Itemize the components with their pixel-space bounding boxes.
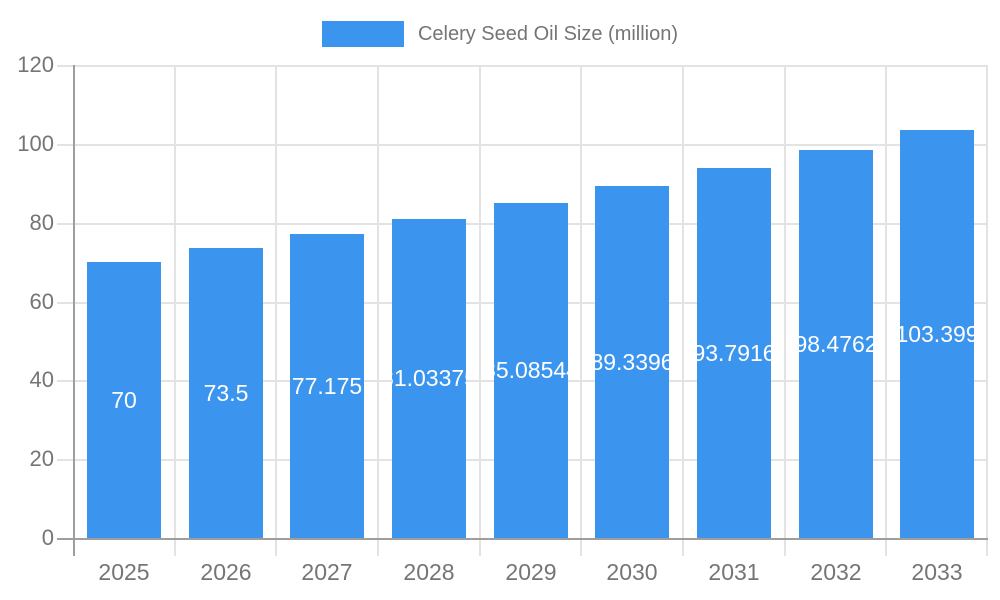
legend-item[interactable]: Celery Seed Oil Size (million) xyxy=(321,21,679,47)
x-tick-label: 2028 xyxy=(403,559,455,585)
bar-2026[interactable]: 73.5 xyxy=(189,248,263,538)
bar-2025[interactable]: 70 xyxy=(87,262,161,538)
bar-2030[interactable]: 89.3396 xyxy=(595,186,669,538)
y-axis-line xyxy=(73,65,75,556)
y-tick-label: 80 xyxy=(29,210,54,235)
bar-value-label: 98.4762 xyxy=(799,330,873,357)
bar-2033[interactable]: 103.399 xyxy=(900,130,974,538)
gridline-vertical xyxy=(479,65,481,556)
gridline-vertical xyxy=(885,65,887,556)
y-tick-label: 40 xyxy=(29,367,54,392)
bar-2029[interactable]: 85.08544 xyxy=(494,203,568,538)
x-axis-line xyxy=(57,538,988,540)
x-tick-label: 2030 xyxy=(606,559,658,585)
gridline-vertical xyxy=(377,65,379,556)
bar-2032[interactable]: 98.4762 xyxy=(799,150,873,538)
bar-value-label: 93.7916 xyxy=(697,339,771,366)
x-tick-label: 2032 xyxy=(810,559,862,585)
gridline-vertical xyxy=(682,65,684,556)
y-tick-label: 60 xyxy=(29,289,54,314)
y-tick-label: 100 xyxy=(17,131,54,156)
bar-value-label: 89.3396 xyxy=(595,348,669,375)
bar-value-label: 70 xyxy=(111,386,137,413)
legend-label: Celery Seed Oil Size (million) xyxy=(417,22,679,45)
x-tick-label: 2033 xyxy=(911,559,963,585)
gridline-vertical xyxy=(174,65,176,556)
gridline-vertical xyxy=(275,65,277,556)
bar-value-label: 85.08544 xyxy=(494,357,568,383)
bar-value-label: 81.03375 xyxy=(392,365,466,391)
plot-area: 0 20 40 60 80 100 120 70 2025 73.5 2026 77.175 2027 8… xyxy=(17,54,988,585)
gridline-vertical xyxy=(784,65,786,556)
bar-2027[interactable]: 77.175 xyxy=(290,234,364,538)
y-tick-label: 20 xyxy=(29,446,54,471)
x-tick-label: 2029 xyxy=(505,559,557,585)
bar-value-label: 103.399 xyxy=(900,320,974,347)
gridline-vertical xyxy=(986,65,988,556)
gridline-horizontal xyxy=(57,65,988,67)
x-tick-label: 2026 xyxy=(200,559,252,585)
bar-2028[interactable]: 81.03375 xyxy=(392,219,466,538)
gridline-horizontal xyxy=(57,144,988,146)
gridline-vertical xyxy=(580,65,582,556)
bar-2031[interactable]: 93.7916 xyxy=(697,168,771,538)
x-tick-label: 2031 xyxy=(708,559,760,585)
y-tick-label: 0 xyxy=(41,525,54,550)
x-tick-label: 2025 xyxy=(98,559,150,585)
legend: Celery Seed Oil Size (million) xyxy=(0,20,1000,48)
bar-value-label: 73.5 xyxy=(203,379,249,406)
legend-swatch xyxy=(321,21,404,47)
bar-value-label: 77.175 xyxy=(291,372,363,399)
x-tick-label: 2027 xyxy=(301,559,353,585)
y-tick-label: 120 xyxy=(17,52,54,77)
